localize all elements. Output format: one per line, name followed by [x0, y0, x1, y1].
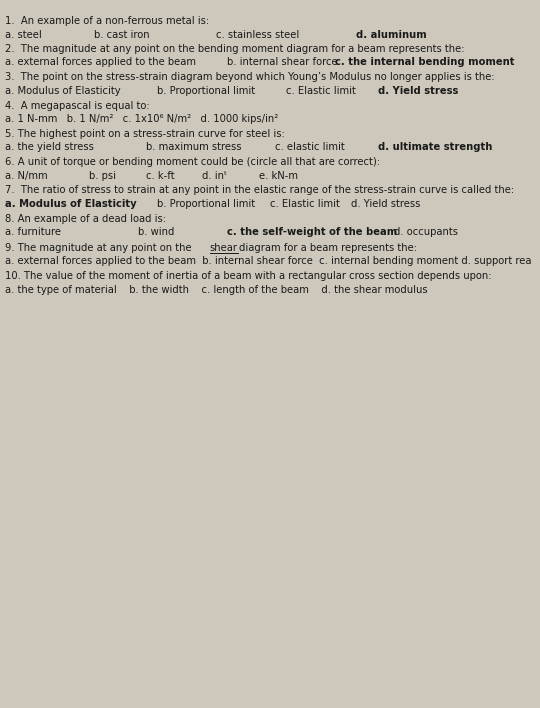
Text: 5. The highest point on a stress-strain curve for steel is:: 5. The highest point on a stress-strain …: [5, 129, 285, 139]
Text: c. k-ft: c. k-ft: [146, 171, 174, 181]
Text: 6. A unit of torque or bending moment could be (circle all that are correct):: 6. A unit of torque or bending moment co…: [5, 157, 380, 167]
Text: a. steel: a. steel: [5, 30, 42, 40]
Text: b. Proportional limit: b. Proportional limit: [157, 86, 255, 96]
Text: d. inᵗ: d. inᵗ: [202, 171, 227, 181]
Text: d. ultimate strength: d. ultimate strength: [378, 142, 492, 152]
Text: b. internal shear force: b. internal shear force: [227, 57, 338, 67]
Text: a. external forces applied to the beam  b. internal shear force  c. internal ben: a. external forces applied to the beam b…: [5, 256, 532, 266]
Text: c. stainless steel: c. stainless steel: [216, 30, 299, 40]
Text: c. elastic limit: c. elastic limit: [275, 142, 345, 152]
Text: e. kN-m: e. kN-m: [259, 171, 298, 181]
Text: a. Modulus of Elasticity: a. Modulus of Elasticity: [5, 199, 137, 209]
Text: b. maximum stress: b. maximum stress: [146, 142, 241, 152]
Text: 8. An example of a dead load is:: 8. An example of a dead load is:: [5, 214, 166, 224]
Text: a. N/mm: a. N/mm: [5, 171, 48, 181]
Text: d. aluminum: d. aluminum: [356, 30, 427, 40]
Text: a. external forces applied to the beam: a. external forces applied to the beam: [5, 57, 197, 67]
Text: 10. The value of the moment of inertia of a beam with a rectangular cross sectio: 10. The value of the moment of inertia o…: [5, 271, 492, 281]
Text: 9. The magnitude at any point on the: 9. The magnitude at any point on the: [5, 243, 192, 253]
Text: d. Yield stress: d. Yield stress: [351, 199, 420, 209]
Text: c. the internal bending moment: c. the internal bending moment: [335, 57, 514, 67]
Text: a. Modulus of Elasticity: a. Modulus of Elasticity: [5, 86, 121, 96]
Text: b. wind: b. wind: [138, 227, 174, 237]
Text: shear: shear: [210, 243, 238, 253]
Text: b. Proportional limit: b. Proportional limit: [157, 199, 255, 209]
Text: diagram for a beam represents the:: diagram for a beam represents the:: [239, 243, 417, 253]
Text: b. cast iron: b. cast iron: [94, 30, 150, 40]
Text: c. Elastic limit: c. Elastic limit: [286, 86, 356, 96]
Text: a. the yield stress: a. the yield stress: [5, 142, 94, 152]
Text: 3.  The point on the stress-strain diagram beyond which Young’s Modulus no longe: 3. The point on the stress-strain diagra…: [5, 72, 495, 82]
Text: 2.  The magnitude at any point on the bending moment diagram for a beam represen: 2. The magnitude at any point on the ben…: [5, 44, 465, 54]
Text: d. Yield stress: d. Yield stress: [378, 86, 458, 96]
Text: a. the type of material    b. the width    c. length of the beam    d. the shear: a. the type of material b. the width c. …: [5, 285, 428, 295]
Text: 7.  The ratio of stress to strain at any point in the elastic range of the stres: 7. The ratio of stress to strain at any …: [5, 185, 515, 195]
Text: d. occupants: d. occupants: [394, 227, 458, 237]
Text: c. Elastic limit: c. Elastic limit: [270, 199, 340, 209]
Text: b. psi: b. psi: [89, 171, 116, 181]
Text: c. the self-weight of the beam: c. the self-weight of the beam: [227, 227, 397, 237]
Text: a. 1 N-mm   b. 1 N/m²   c. 1x10⁶ N/m²   d. 1000 kips/in²: a. 1 N-mm b. 1 N/m² c. 1x10⁶ N/m² d. 100…: [5, 114, 279, 124]
Text: 4.  A megapascal is equal to:: 4. A megapascal is equal to:: [5, 101, 150, 110]
Text: a. furniture: a. furniture: [5, 227, 62, 237]
Text: 1.  An example of a non-ferrous metal is:: 1. An example of a non-ferrous metal is:: [5, 16, 210, 26]
